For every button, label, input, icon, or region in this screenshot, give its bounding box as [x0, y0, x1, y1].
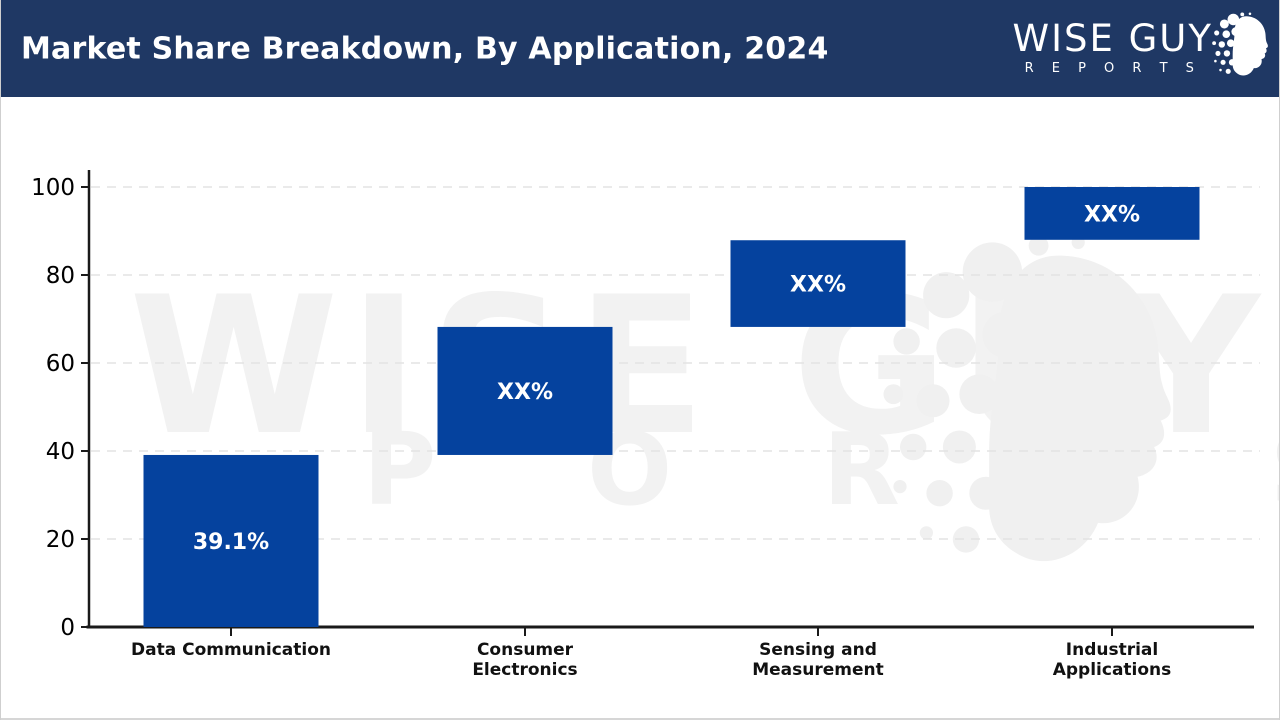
bar-segment	[730, 240, 906, 327]
x-axis-category-label: Consumer	[477, 640, 574, 660]
x-axis-category-label: Electronics	[472, 660, 577, 680]
y-axis-tick-label: 60	[46, 351, 75, 377]
logo-reports-label: R E P O R T S	[1024, 60, 1201, 76]
bar-value-label: XX%	[1084, 202, 1140, 227]
x-axis-category-label: Industrial	[1066, 640, 1158, 660]
logo-wordmark: WISE GUY	[1012, 16, 1213, 60]
bar-value-label: XX%	[790, 273, 846, 298]
bar-segment	[1024, 187, 1200, 240]
bar-segment	[143, 454, 319, 627]
x-axis-category-label: Applications	[1053, 660, 1172, 680]
x-axis-category-label: Sensing and	[759, 640, 877, 660]
header-bar: Market Share Breakdown, By Application, …	[1, 0, 1279, 97]
bar-value-label: 39.1%	[193, 530, 269, 555]
y-axis-tick-label: 40	[46, 439, 75, 465]
page-title: Market Share Breakdown, By Application, …	[21, 31, 829, 66]
y-axis-tick-label: 0	[60, 615, 75, 641]
y-axis-tick-label: 100	[31, 175, 75, 201]
wiseguy-logo: WISE GUY R E P O R T S	[1013, 9, 1273, 85]
bar-value-label: XX%	[497, 380, 553, 405]
page-bottom-border	[1, 718, 1279, 720]
logo-text: WISE GUY R E P O R T S	[1013, 20, 1213, 75]
bar-segment	[437, 326, 613, 455]
y-axis-tick-label: 80	[46, 263, 75, 289]
y-axis-tick-label: 20	[46, 527, 75, 553]
x-axis-category-label: Data Communication	[131, 640, 331, 660]
x-axis-category-label: Measurement	[752, 660, 884, 680]
